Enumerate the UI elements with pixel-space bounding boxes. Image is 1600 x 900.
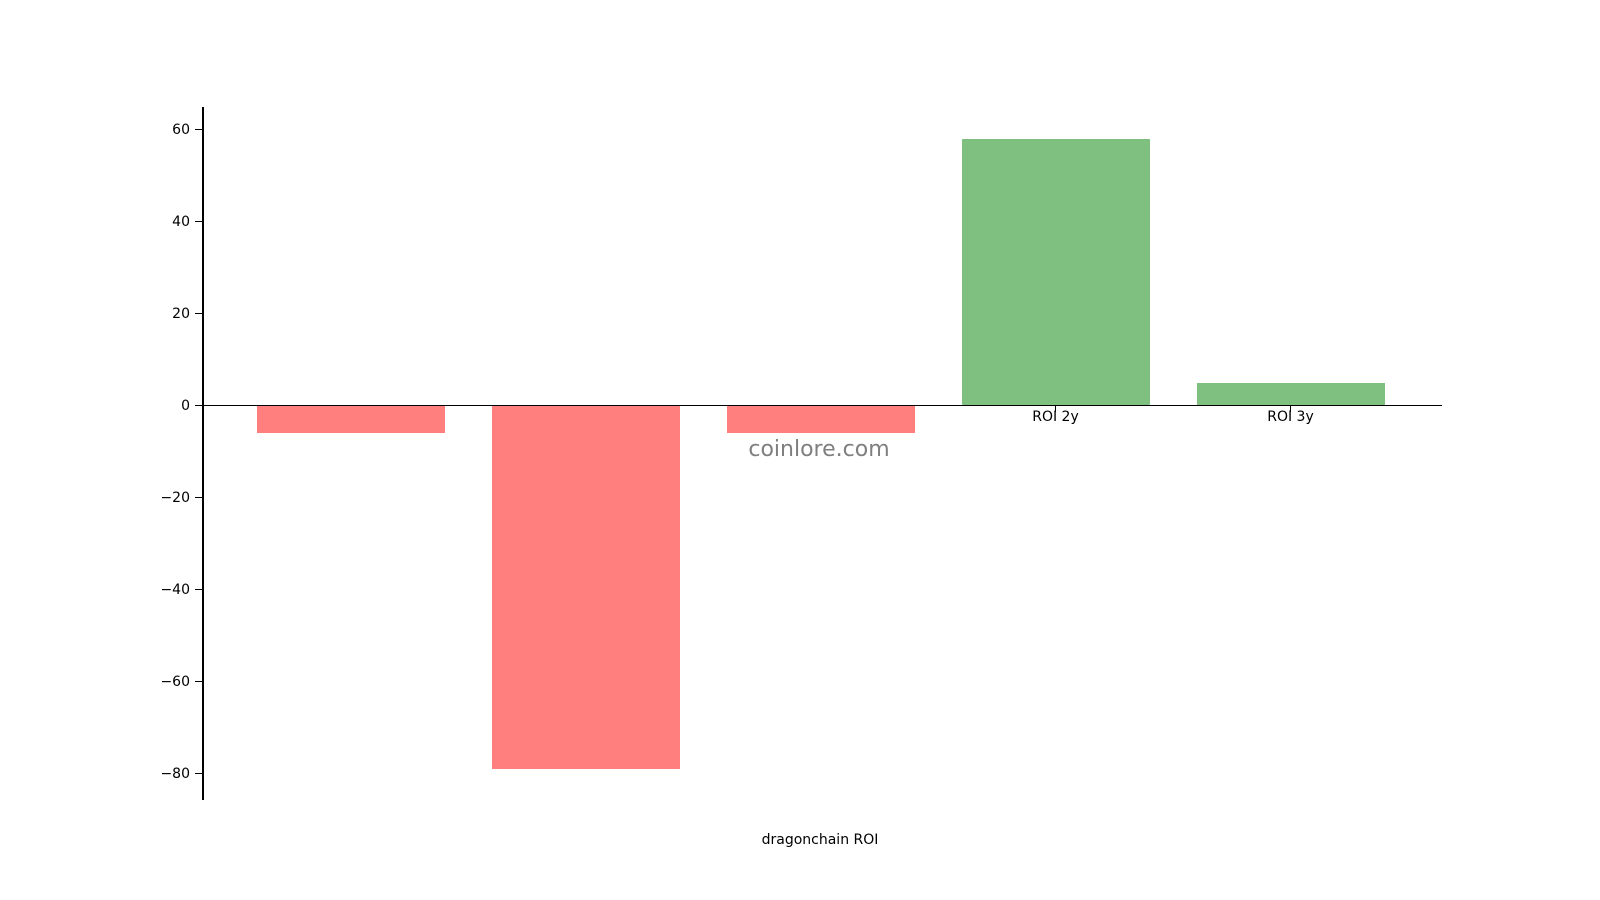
x-tick [1054,405,1057,412]
y-axis-line [202,107,204,800]
y-tick [195,680,202,683]
y-tick [195,128,202,131]
y-tick [195,404,202,407]
x-tick [1289,405,1292,412]
bar [491,405,680,769]
bar [256,405,445,434]
x-tick-label: ROI 3y [1267,408,1314,425]
y-tick [195,496,202,499]
y-tick [195,772,202,775]
y-tick-label: 40 [172,213,190,230]
x-tick-label: ROI 2y [1032,408,1079,425]
x-axis-line [202,404,1442,407]
bar [961,138,1150,406]
y-tick-label: −80 [160,765,190,782]
bar [1196,382,1385,406]
bar [726,405,915,434]
y-tick [195,588,202,591]
y-tick-label: −40 [160,581,190,598]
y-tick-label: 60 [172,121,190,138]
y-tick-label: 0 [181,397,190,414]
y-tick [195,220,202,223]
y-tick-label: 20 [172,305,190,322]
watermark: coinlore.com [748,437,890,462]
x-axis-title: dragonchain ROI [761,832,879,848]
y-tick-label: −60 [160,673,190,690]
y-tick-label: −20 [160,489,190,506]
y-tick [195,312,202,315]
